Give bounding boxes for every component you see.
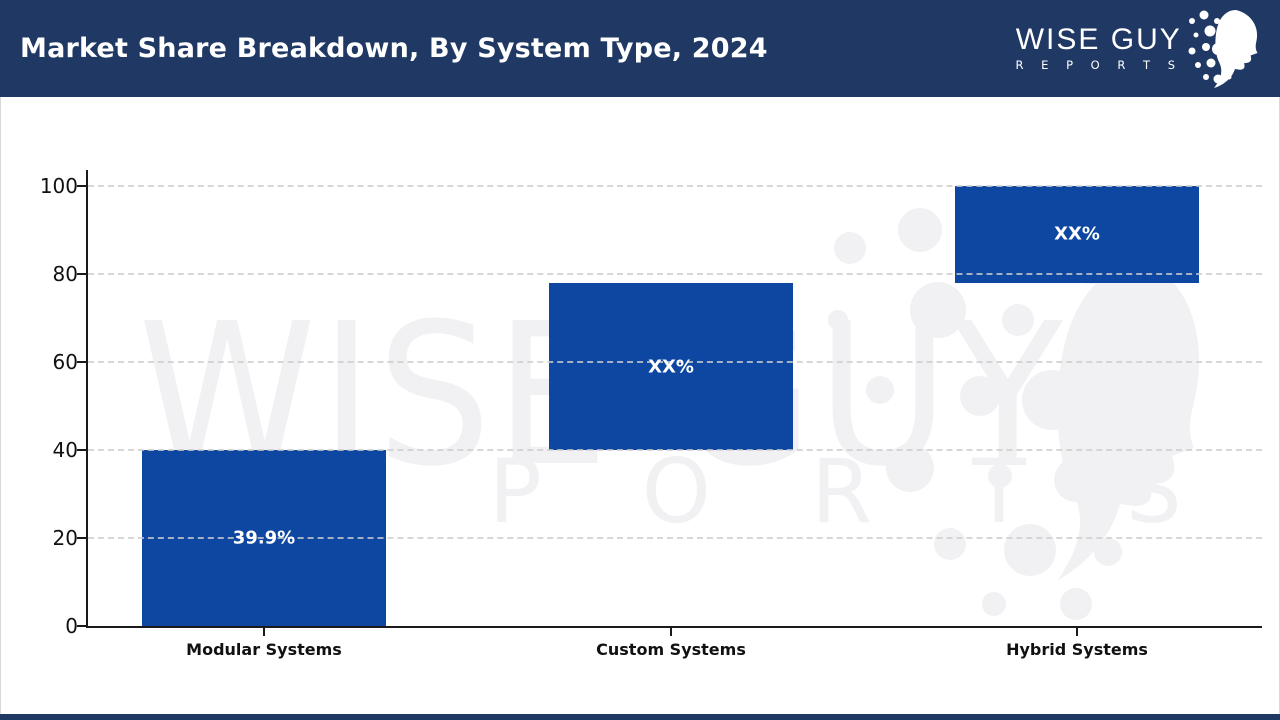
bar-value-label: XX% (1054, 223, 1100, 245)
x-axis-category-label: Hybrid Systems (1006, 640, 1148, 659)
y-axis-tickmark (77, 625, 86, 627)
y-axis-tick-label: 0 (65, 614, 78, 638)
brand-logo-subtitle: R E P O R T S (1015, 58, 1182, 73)
waterfall-chart: 39.9% XX% XX% 0 20 40 60 80 100 Modular Systems Cu… (0, 97, 1280, 716)
gridline-40 (88, 449, 1262, 451)
y-axis-tick-label: 60 (52, 350, 78, 374)
x-axis-tickmark (263, 628, 265, 636)
y-axis-tick-label: 40 (52, 438, 78, 462)
gridline-80 (88, 273, 1262, 275)
brand-logo: WISE GUY R E P O R T S (1016, 7, 1261, 91)
x-axis-tickmark (1076, 628, 1078, 636)
y-axis-tick-label: 20 (52, 526, 78, 550)
x-axis-category-label: Custom Systems (596, 640, 746, 659)
gridline-20 (88, 537, 1262, 539)
bar-value-label: XX% (648, 356, 694, 378)
x-axis-tickmark (670, 628, 672, 636)
x-axis-line (86, 626, 1262, 628)
footer-bar (0, 714, 1280, 720)
gridline-100 (88, 185, 1262, 187)
page-title: Market Share Breakdown, By System Type, … (20, 33, 768, 64)
y-axis-line (86, 170, 88, 628)
y-axis-tickmark (77, 537, 86, 539)
y-axis-tick-label: 80 (52, 262, 78, 286)
gridline-60 (88, 361, 1262, 363)
y-axis-tickmark (77, 361, 86, 363)
header-bar: Market Share Breakdown, By System Type, … (0, 0, 1280, 97)
y-axis-tick-label: 100 (39, 174, 78, 198)
brand-face-icon (1188, 9, 1258, 88)
brand-logo-name: WISE GUY (1015, 23, 1182, 57)
x-axis-category-label: Modular Systems (186, 640, 342, 659)
bar-value-label: 39.9% (232, 527, 296, 549)
y-axis-tickmark (77, 185, 86, 187)
y-axis-tickmark (77, 449, 86, 451)
bar-custom-systems (549, 282, 793, 451)
y-axis-tickmark (77, 273, 86, 275)
